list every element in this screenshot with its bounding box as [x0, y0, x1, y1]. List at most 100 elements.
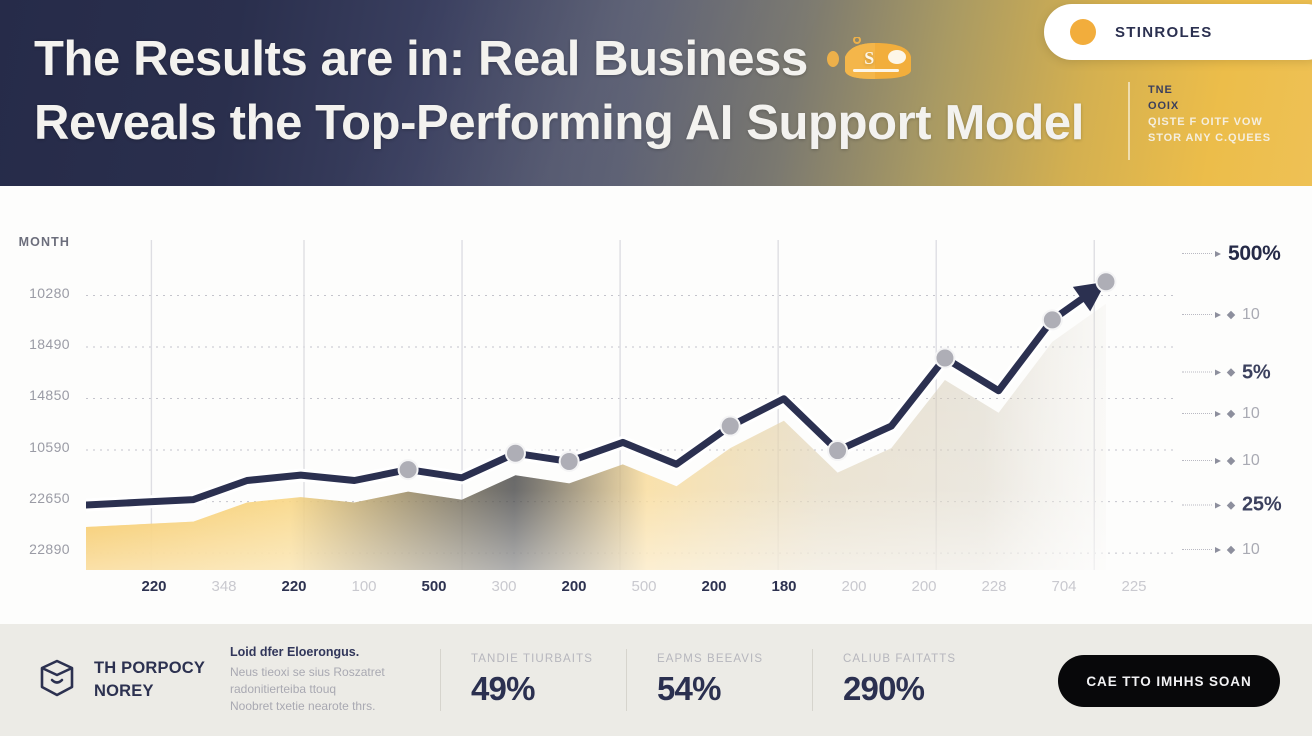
annotation-value: 25%: [1242, 493, 1282, 516]
y-axis-label: 18490: [29, 336, 70, 353]
x-axis-label: 180: [771, 578, 797, 595]
chart-x-axis: 220 348 220 100 500 300 200 500 200 180 200 200 228 7…: [86, 578, 1206, 608]
footer-copy-line-2: radonitierteiba ttouq: [230, 682, 337, 696]
annotation-arrow-icon: [1215, 410, 1221, 417]
y-axis-label: MONTH: [18, 235, 70, 249]
footer-bar: TH PORPOCY NOREY Loid dfer Eloerongus. N…: [0, 624, 1312, 736]
x-axis-label: 100: [351, 578, 377, 595]
annotation-value: 10: [1242, 404, 1260, 422]
footer-divider: [440, 649, 441, 711]
annotation-value: 10: [1242, 306, 1260, 323]
status-badge[interactable]: STINROLES: [1044, 4, 1312, 60]
chart-data-point[interactable]: [558, 450, 580, 472]
money-bag-icon: S: [823, 33, 919, 79]
page-title-text-1: The Results are in: Real Business: [34, 32, 808, 86]
annotation-value: 5%: [1242, 361, 1271, 384]
header-meta-line-1: TNE: [1148, 84, 1173, 96]
annotation-leader-line: [1182, 314, 1212, 316]
svg-text:S: S: [864, 48, 874, 68]
box-icon: [36, 657, 78, 704]
footer-stat-2: EAPMS BEEAVIS 54%: [627, 653, 812, 707]
annotation-diamond-icon: [1226, 409, 1236, 418]
annotation-leader-line: [1182, 412, 1212, 415]
chart-data-point[interactable]: [1095, 271, 1117, 293]
annotation-arrow-icon: [1215, 458, 1221, 465]
chart-data-point[interactable]: [719, 415, 741, 437]
footer-stat-3-label: CALIUB FAITATTS: [843, 653, 957, 665]
footer-stat-3: CALIUB FAITATTS 290%: [813, 653, 998, 707]
chart-annotations: 500% 10 5% 10 10 25% 10: [1182, 230, 1312, 570]
x-axis-label: 228: [981, 578, 1007, 595]
header-meta-block: TNE OOIX QISTE F OITF VOW STOR ANY C.QUE…: [1128, 82, 1271, 160]
badge-label: STINROLES: [1115, 23, 1213, 41]
annotation-arrow-icon: [1215, 369, 1221, 376]
chart-data-point[interactable]: [827, 440, 849, 462]
footer-stat-1: TANDIE TIURBAITS 49%: [441, 653, 626, 707]
x-axis-label: 200: [701, 578, 727, 595]
badge-dot-icon: [1070, 19, 1096, 45]
chart-trend-arrow-icon: [1072, 281, 1106, 312]
y-axis-label: 22650: [29, 489, 70, 506]
page-title-line-2: Reveals the Top-Performing AI Support Mo…: [34, 96, 1084, 150]
x-axis-label: 220: [281, 578, 307, 595]
footer-brand-line-2: NOREY: [94, 682, 154, 700]
chart-y-axis: MONTH 10280 18490 14850 10590 22650 22890: [0, 230, 78, 570]
x-axis-label: 704: [1051, 578, 1077, 595]
footer-stat-2-label: EAPMS BEEAVIS: [657, 653, 764, 665]
footer-stat-2-value: 54%: [657, 670, 721, 707]
header-meta-line-3: QISTE F OITF VOW: [1148, 116, 1263, 128]
y-axis-label: 10280: [29, 285, 70, 302]
annotation-arrow-icon: [1215, 546, 1221, 553]
x-axis-label: 500: [421, 578, 447, 595]
annotation-arrow-icon: [1215, 312, 1221, 318]
annotation-leader-line: [1182, 371, 1212, 374]
x-axis-label: 200: [841, 578, 867, 595]
chart-annotation: 10: [1182, 405, 1260, 423]
chart-annotation: 25%: [1182, 493, 1282, 517]
annotation-leader-line: [1182, 504, 1212, 506]
annotation-arrow-icon: [1215, 502, 1221, 509]
header-banner: The Results are in: Real Business S Reve…: [0, 0, 1312, 186]
chart-markers: [397, 271, 1117, 481]
chart-data-point[interactable]: [504, 442, 526, 464]
annotation-arrow-icon: [1215, 250, 1221, 257]
annotation-leader-line: [1182, 548, 1212, 551]
annotation-diamond-icon: [1226, 310, 1236, 320]
chart-annotation: 500%: [1182, 242, 1281, 266]
chart-line: [82, 278, 1110, 509]
chart-plot-area: [79, 230, 1176, 570]
y-axis-label: 14850: [29, 387, 70, 404]
chart-data-point[interactable]: [934, 347, 956, 369]
chart-annotation: 5%: [1182, 361, 1271, 384]
footer-brand-text: TH PORPOCY NOREY: [94, 657, 205, 703]
annotation-value: 10: [1242, 452, 1260, 470]
chart-svg: [79, 240, 1176, 570]
footer-brand: TH PORPOCY NOREY: [36, 657, 222, 704]
chart-data-point[interactable]: [397, 459, 419, 481]
y-axis-label: 10590: [29, 438, 70, 455]
chart-data-point[interactable]: [1041, 309, 1063, 331]
page-title-line-1: The Results are in: Real Business S: [34, 27, 1094, 91]
annotation-diamond-icon: [1226, 368, 1236, 378]
chart-region: MONTH 10280 18490 14850 10590 22650 22890: [0, 186, 1312, 624]
footer-copy-line-1: Neus tieoxi se sius Roszatret: [230, 665, 385, 679]
x-axis-label: 300: [491, 578, 517, 595]
annotation-value: 10: [1242, 540, 1260, 558]
header-meta-line-4: STOR ANY C.QUEES: [1148, 132, 1271, 144]
footer-copy: Loid dfer Eloerongus. Neus tieoxi se siu…: [230, 645, 440, 715]
footer-stat-1-value: 49%: [471, 670, 535, 707]
header-meta-line-2: OOIX: [1148, 100, 1180, 112]
x-axis-label: 225: [1121, 578, 1147, 595]
page-title: The Results are in: Real Business S Reve…: [34, 27, 1094, 155]
annotation-diamond-icon: [1226, 545, 1236, 554]
cta-button[interactable]: CAE TTO IMHHS SOAN: [1058, 655, 1280, 707]
chart-annotation: 10: [1182, 306, 1260, 324]
x-axis-label: 220: [141, 578, 167, 595]
x-axis-label: 200: [561, 578, 587, 595]
annotation-value: 500%: [1228, 241, 1281, 265]
x-axis-label: 200: [911, 578, 937, 595]
chart-annotation: 10: [1182, 452, 1260, 470]
annotation-leader-line: [1182, 460, 1212, 462]
footer-copy-line-3: Noobret txetie nearote thrs.: [230, 699, 376, 713]
